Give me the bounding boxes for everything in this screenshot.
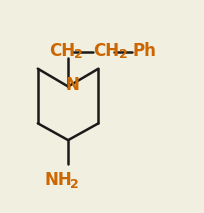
Text: 2: 2 — [74, 48, 83, 61]
Text: 2: 2 — [70, 178, 79, 191]
Text: N: N — [65, 76, 79, 95]
Text: Ph: Ph — [132, 42, 155, 60]
Text: CH: CH — [49, 42, 75, 60]
Text: NH: NH — [45, 171, 72, 190]
Text: CH: CH — [93, 42, 119, 60]
Text: 2: 2 — [118, 48, 127, 61]
